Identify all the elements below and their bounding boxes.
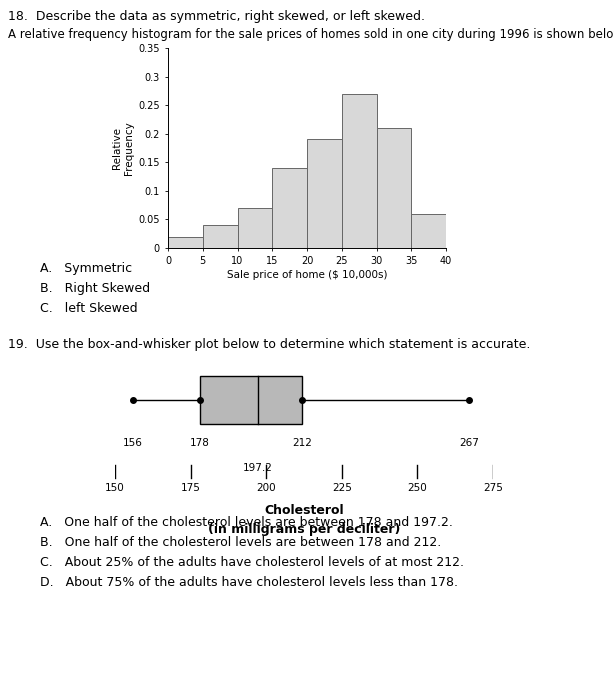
Text: 18.  Describe the data as symmetric, right skewed, or left skewed.: 18. Describe the data as symmetric, righ… xyxy=(8,10,425,23)
Bar xyxy=(376,128,411,248)
Text: 19.  Use the box-and-whisker plot below to determine which statement is accurate: 19. Use the box-and-whisker plot below t… xyxy=(8,338,530,351)
Text: 275: 275 xyxy=(483,483,503,493)
Text: 156: 156 xyxy=(123,438,143,448)
Text: 197.2: 197.2 xyxy=(243,463,273,473)
Text: 267: 267 xyxy=(459,438,479,448)
Text: A relative frequency histogram for the sale prices of homes sold in one city dur: A relative frequency histogram for the s… xyxy=(8,28,614,41)
Text: Cholesterol: Cholesterol xyxy=(264,504,344,517)
Text: A.   One half of the cholesterol levels are between 178 and 197.2.: A. One half of the cholesterol levels ar… xyxy=(40,516,453,529)
Bar xyxy=(168,236,203,248)
Y-axis label: Relative
Frequency: Relative Frequency xyxy=(112,121,134,175)
Text: A.   Symmetric: A. Symmetric xyxy=(40,262,132,275)
Text: 150: 150 xyxy=(105,483,125,493)
Text: 175: 175 xyxy=(181,483,201,493)
Text: (in milligrams per deciliter): (in milligrams per deciliter) xyxy=(208,524,400,536)
X-axis label: Sale price of home ($ 10,000s): Sale price of home ($ 10,000s) xyxy=(227,271,387,280)
Text: D.   About 75% of the adults have cholesterol levels less than 178.: D. About 75% of the adults have choleste… xyxy=(40,576,458,589)
Bar xyxy=(272,168,307,248)
Bar xyxy=(342,94,376,248)
Text: B.   One half of the cholesterol levels are between 178 and 212.: B. One half of the cholesterol levels ar… xyxy=(40,536,441,549)
Bar xyxy=(238,208,272,248)
Text: 212: 212 xyxy=(292,438,313,448)
Bar xyxy=(200,376,303,424)
Bar xyxy=(203,225,238,248)
Text: C.   About 25% of the adults have cholesterol levels of at most 212.: C. About 25% of the adults have choleste… xyxy=(40,556,464,569)
Text: 200: 200 xyxy=(257,483,276,493)
Text: B.   Right Skewed: B. Right Skewed xyxy=(40,282,150,295)
Bar xyxy=(411,214,446,248)
Text: 250: 250 xyxy=(408,483,427,493)
Text: 225: 225 xyxy=(332,483,352,493)
Bar xyxy=(307,139,342,248)
Text: C.   left Skewed: C. left Skewed xyxy=(40,302,138,315)
Text: 178: 178 xyxy=(190,438,209,448)
